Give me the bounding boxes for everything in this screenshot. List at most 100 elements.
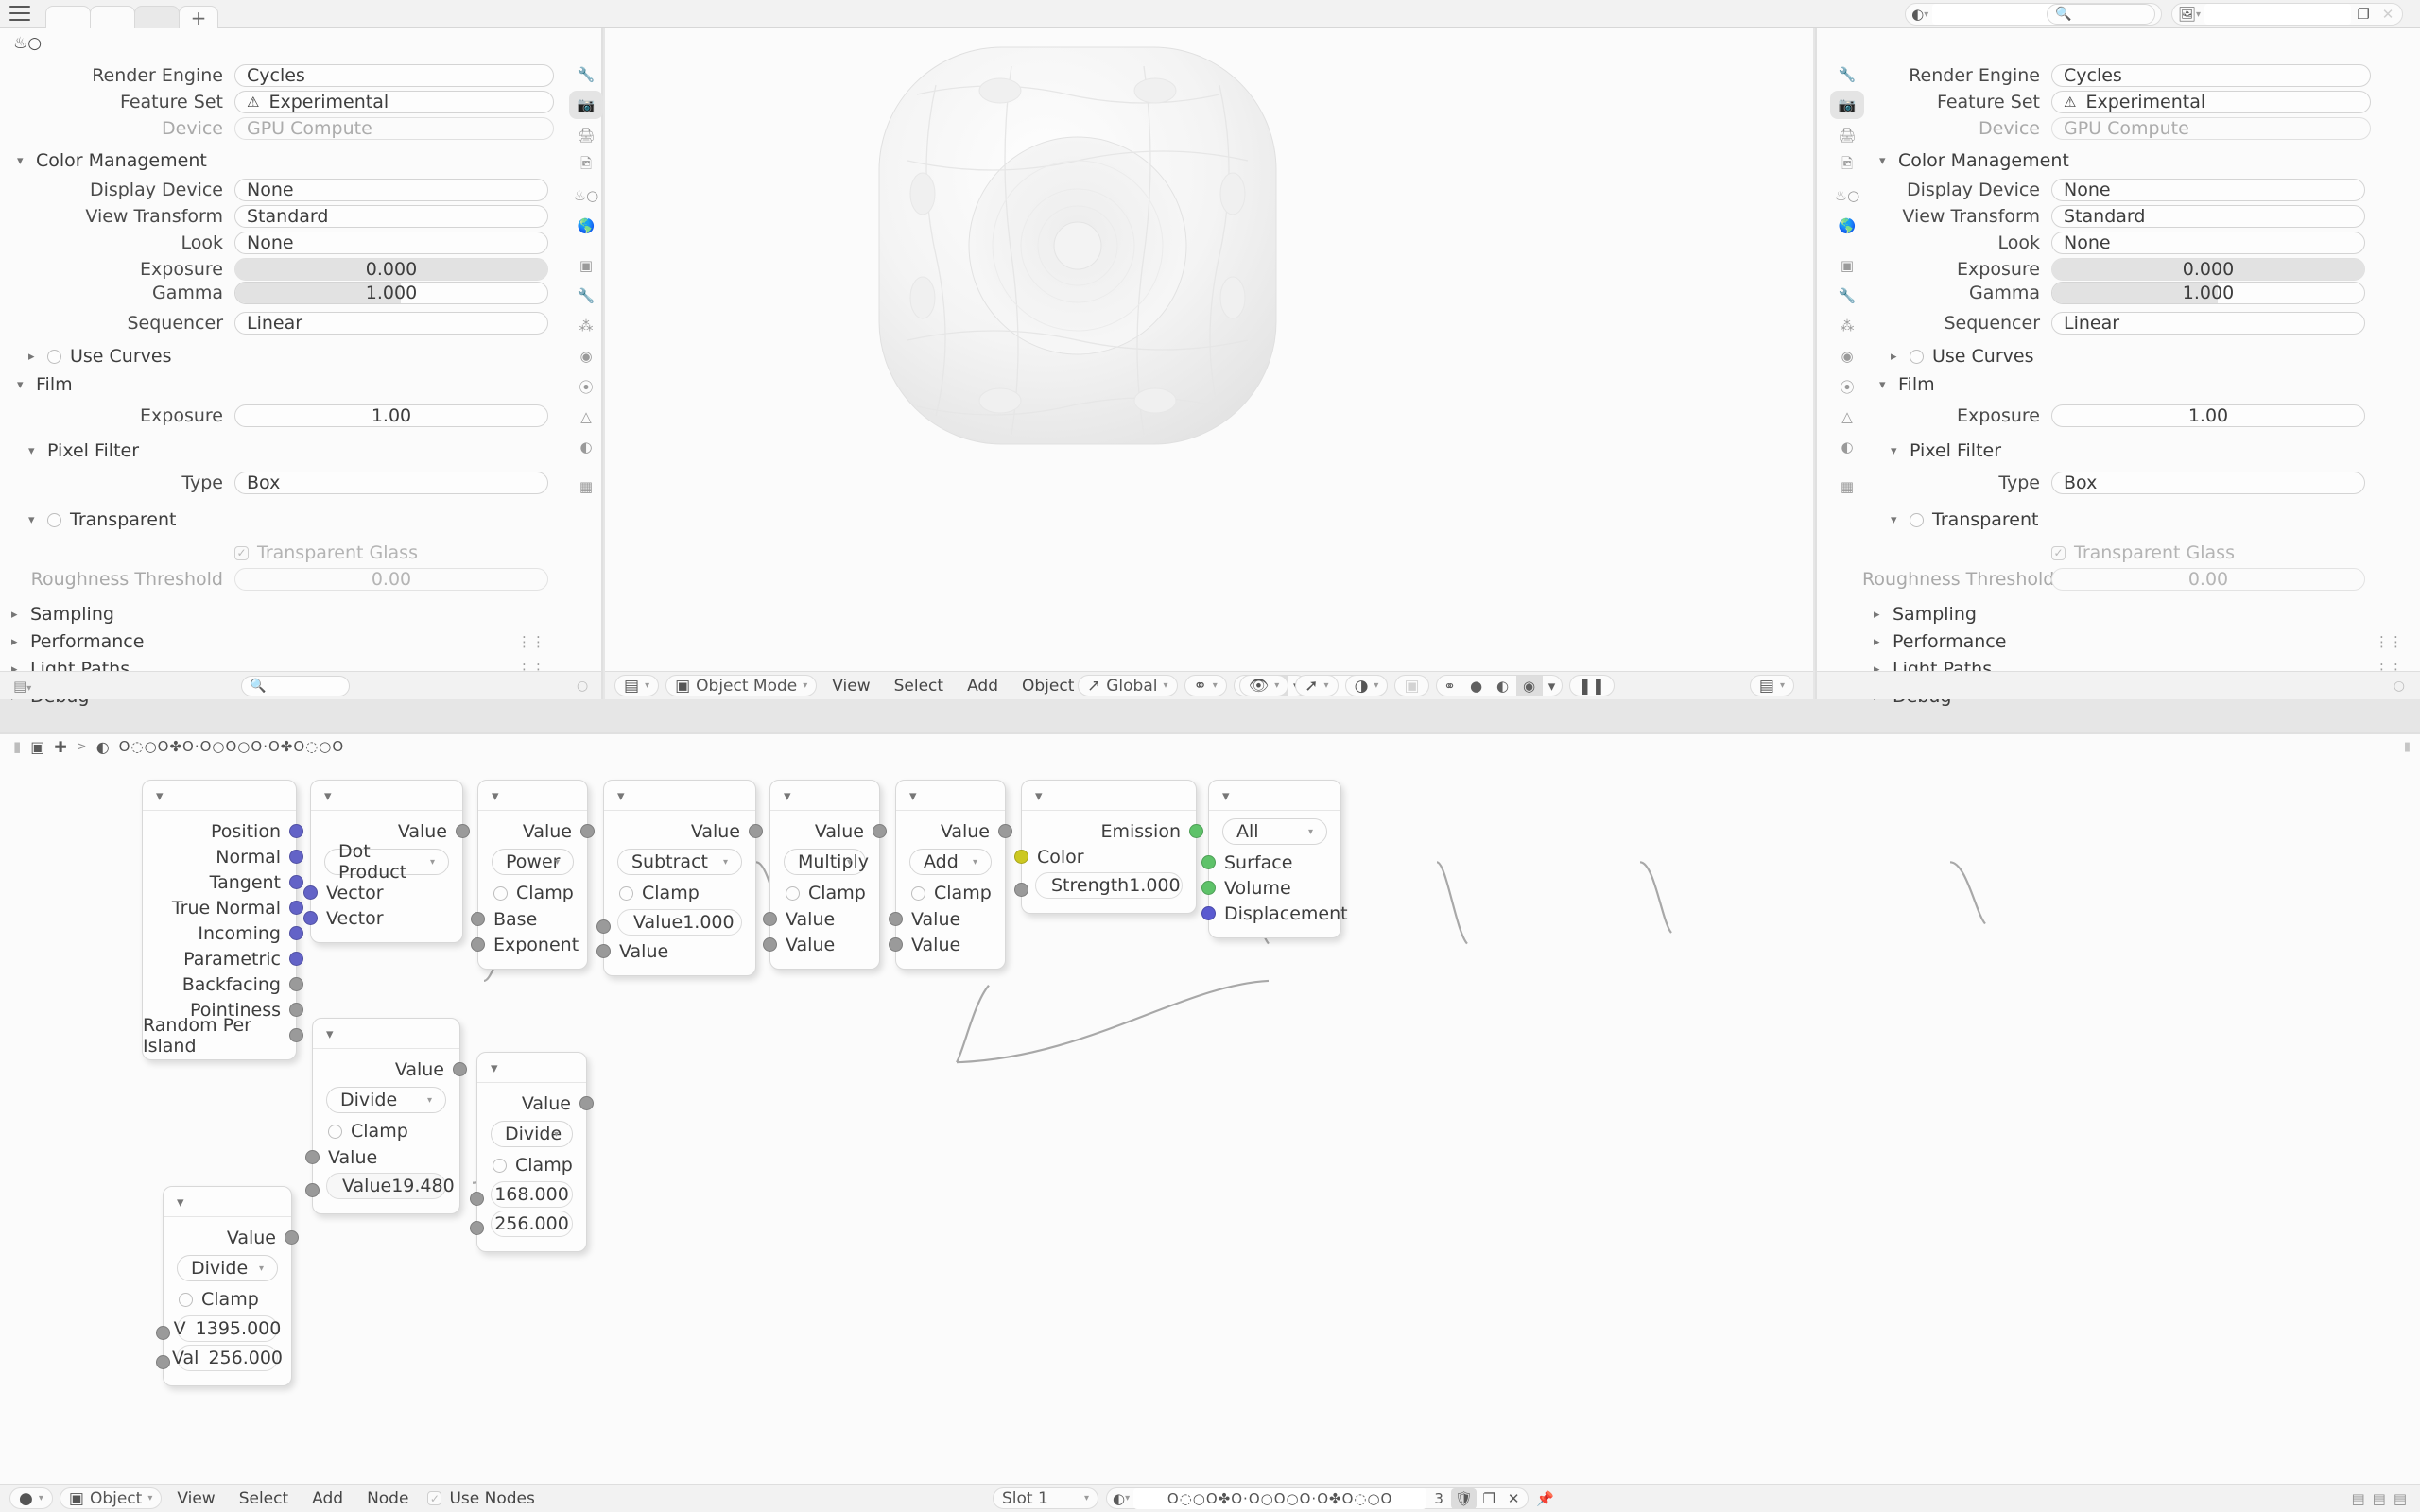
- socket-row[interactable]: Value: [477, 1091, 594, 1116]
- panel-drag-icon-r[interactable]: ○: [2393, 679, 2405, 694]
- menu-add-node[interactable]: Add: [312, 1488, 344, 1508]
- menu-object[interactable]: Object: [1022, 676, 1075, 696]
- socket-vector-2[interactable]: [303, 911, 318, 925]
- socket-value-out[interactable]: [580, 824, 595, 838]
- socket-row[interactable]: Value: [763, 932, 879, 957]
- socket-row[interactable]: Value: [164, 1225, 299, 1250]
- socket-value-b[interactable]: [156, 1355, 170, 1369]
- properties-search-input-r[interactable]: 🔍: [2047, 4, 2155, 25]
- properties-tab-texture[interactable]: ▦: [579, 478, 594, 495]
- gamma-slider-r[interactable]: 1.000: [2051, 282, 2365, 304]
- properties-tab-view-layer[interactable]: 🖻: [579, 154, 593, 172]
- properties-tab-tool-r[interactable]: 🔧: [1838, 66, 1857, 83]
- properties-tab-world[interactable]: 🌎: [577, 217, 596, 234]
- node-dot-product[interactable]: ▾ Value Dot Product ▾ Vector Vector: [303, 780, 470, 943]
- node-header[interactable]: ▾: [311, 781, 462, 811]
- menu-select[interactable]: Select: [893, 676, 944, 696]
- menu-view-node[interactable]: View: [177, 1488, 216, 1508]
- properties-tab-scene-r[interactable]: ♨○: [1834, 187, 1860, 204]
- wireframe-shading-icon[interactable]: ⚭: [1443, 677, 1456, 695]
- use-curves-row[interactable]: ▸ Use Curves: [28, 344, 560, 369]
- socket-row[interactable]: Tangent: [143, 869, 303, 895]
- operation-dropdown[interactable]: Multiply ▾: [784, 849, 869, 875]
- hamburger-icon[interactable]: [9, 6, 30, 22]
- menu-select-node[interactable]: Select: [238, 1488, 289, 1508]
- properties-search-input[interactable]: 🔍: [241, 676, 350, 696]
- look-dropdown[interactable]: None: [234, 232, 548, 254]
- copy-icon[interactable]: ❐: [2357, 6, 2370, 23]
- clamp-checkbox[interactable]: [493, 1158, 507, 1173]
- transform-orientation-button[interactable]: ↗ Global ▾: [1078, 675, 1178, 696]
- view-transform-dropdown[interactable]: Standard: [234, 205, 548, 228]
- viewport-options-button[interactable]: ▤ ▾: [1749, 675, 1794, 696]
- film-exposure-slider-r[interactable]: 1.00: [2051, 404, 2365, 427]
- xray-button[interactable]: ▣: [1394, 675, 1429, 696]
- properties-tab-data[interactable]: △: [580, 408, 592, 425]
- node-header[interactable]: ▾: [477, 1053, 586, 1083]
- workspace-tabs[interactable]: +: [45, 4, 218, 28]
- visibility-button[interactable]: 👁 ▾: [1238, 675, 1289, 696]
- feature-set-dropdown[interactable]: ⚠ Experimental: [234, 91, 554, 113]
- node-header[interactable]: ▾: [1209, 781, 1340, 811]
- value-a-field[interactable]: 168.000: [491, 1181, 573, 1208]
- operation-dropdown[interactable]: Divide ▾: [491, 1121, 573, 1147]
- clamp-row[interactable]: Clamp: [770, 880, 879, 906]
- node-canvas[interactable]: ▾ Position Normal Tangent True Normal In…: [0, 759, 2420, 1484]
- node-header[interactable]: ▾: [164, 1187, 291, 1217]
- panel-drag-icon[interactable]: ○: [577, 679, 589, 694]
- socket-normal[interactable]: [289, 850, 303, 864]
- clamp-checkbox[interactable]: [493, 885, 508, 901]
- clamp-row[interactable]: Clamp: [478, 880, 587, 906]
- socket-row[interactable]: Displacement: [1201, 901, 1348, 926]
- shader-type-selector[interactable]: ▣ Object ▾: [59, 1487, 163, 1509]
- socket-pointiness[interactable]: [289, 1003, 303, 1017]
- socket-row[interactable]: Value: [313, 1057, 467, 1082]
- look-dropdown-r[interactable]: None: [2051, 232, 2365, 254]
- material-icon[interactable]: ◐ ▾: [1911, 6, 1929, 23]
- properties-tab-world-r[interactable]: 🌎: [1838, 217, 1857, 234]
- socket-value-b[interactable]: [596, 944, 611, 958]
- operation-dropdown[interactable]: Subtract ▾: [617, 849, 742, 875]
- workspace-tab-3[interactable]: [134, 6, 180, 28]
- roughness-threshold-slider-r[interactable]: 0.00: [2051, 568, 2365, 591]
- socket-value-a[interactable]: [596, 919, 611, 934]
- properties-tab-output-r[interactable]: 🖨: [1838, 127, 1857, 144]
- socket-exponent[interactable]: [471, 937, 485, 952]
- clamp-checkbox[interactable]: [911, 885, 925, 901]
- node-divide-19480[interactable]: ▾ Value Divide ▾ Clamp Value Value 19.480: [305, 1018, 467, 1214]
- socket-row[interactable]: Vector: [303, 880, 462, 905]
- image-id-block[interactable]: 🖼 ▾ ❐ ✕: [2170, 3, 2403, 26]
- transparent-glass-checkbox-r[interactable]: ✓: [2051, 545, 2066, 560]
- film-exposure-slider[interactable]: 1.00: [234, 404, 548, 427]
- socket-emission-out[interactable]: [1189, 824, 1203, 838]
- socket-row[interactable]: Surface: [1201, 850, 1340, 875]
- device-dropdown-r[interactable]: GPU Compute: [2051, 117, 2371, 140]
- properties-tab-modifiers-r[interactable]: 🔧: [1838, 287, 1857, 304]
- performance-section-r[interactable]: ▸ Performance ⋮⋮: [1874, 629, 2420, 654]
- socket-value-a[interactable]: [889, 912, 903, 926]
- socket-row[interactable]: Base: [471, 906, 587, 932]
- socket-value-a[interactable]: [156, 1326, 170, 1340]
- shield-icon[interactable]: 🛡: [1451, 1487, 1478, 1509]
- material-users-count[interactable]: 3: [1434, 1489, 1443, 1507]
- material-name-field[interactable]: [1932, 4, 2084, 25]
- socket-value-out[interactable]: [453, 1062, 467, 1076]
- socket-strength[interactable]: [1014, 883, 1028, 897]
- use-curves-checkbox-r[interactable]: [1910, 349, 1924, 364]
- editor-type-button[interactable]: ▤ ▾: [614, 675, 660, 696]
- view-transform-dropdown-r[interactable]: Standard: [2051, 205, 2365, 228]
- node-emission[interactable]: ▾ Emission Color Strength 1.000: [1014, 780, 1203, 914]
- socket-row[interactable]: Value: [889, 906, 1005, 932]
- use-curves-row-r[interactable]: ▸ Use Curves: [1891, 344, 2420, 369]
- node-geometry[interactable]: ▾ Position Normal Tangent True Normal In…: [142, 780, 303, 1060]
- object-icon[interactable]: ▣: [30, 737, 45, 756]
- properties-tab-render-r[interactable]: 📷: [1830, 91, 1864, 119]
- material-icon[interactable]: ◐: [95, 737, 110, 756]
- properties-tab-constraints[interactable]: ⦿: [579, 378, 594, 396]
- target-dropdown[interactable]: All ▾: [1222, 818, 1327, 845]
- socket-row[interactable]: Value: [896, 818, 1012, 844]
- workspace-tab-2[interactable]: [90, 6, 135, 28]
- socket-value-out[interactable]: [873, 824, 887, 838]
- menu-add[interactable]: Add: [967, 676, 998, 696]
- clamp-row[interactable]: Clamp: [313, 1118, 459, 1144]
